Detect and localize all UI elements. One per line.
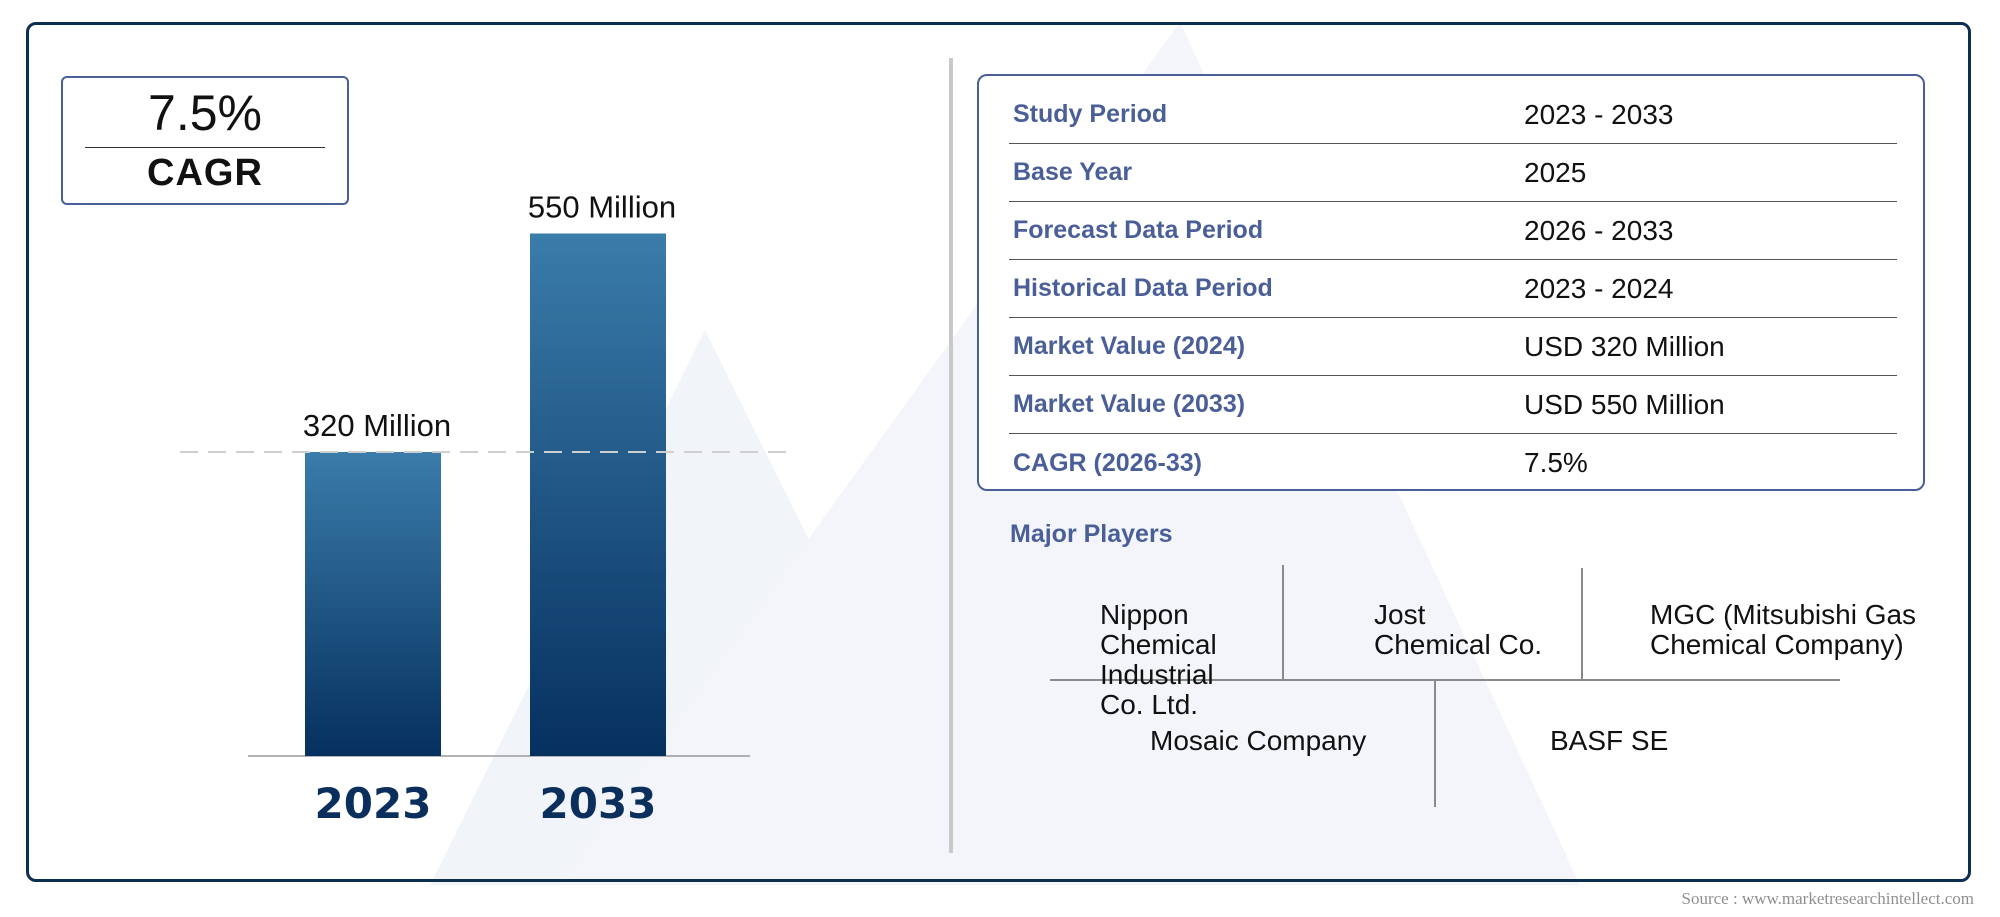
bar-value-label: 550 Million: [528, 190, 676, 225]
cagr-box: 7.5% CAGR: [61, 76, 349, 205]
info-key: Base Year: [1013, 158, 1133, 186]
info-value: USD 550 Million: [1524, 388, 1725, 420]
player-name: Jost Chemical Co.: [1374, 599, 1543, 660]
bar-2033: [530, 233, 666, 756]
bar-chart: 320 Million 2023 550 Million 2033: [180, 190, 790, 828]
info-key: Market Value (2033): [1013, 390, 1246, 418]
player-name: MGC (Mitsubishi Gas Chemical Company): [1650, 599, 1917, 660]
info-table-box: Study Period 2023 - 2033 Base Year 2025 Fore…: [977, 74, 1925, 491]
info-row: Base Year 2025: [1009, 144, 1897, 202]
player-name: Mosaic Company: [1150, 725, 1367, 756]
info-value: USD 320 Million: [1524, 330, 1725, 362]
info-row: Market Value (2024) USD 320 Million: [1009, 318, 1897, 376]
source-note: Source : www.marketresearchintellect.com: [1681, 889, 1975, 908]
category-label: 2023: [315, 779, 432, 828]
info-key: Study Period: [1013, 100, 1168, 128]
info-key: Forecast Data Period: [1013, 216, 1264, 244]
cagr-label: CAGR: [147, 152, 263, 194]
info-key: CAGR (2026-33): [1013, 448, 1202, 477]
info-table: Study Period 2023 - 2033 Base Year 2025 Fore…: [1009, 86, 1897, 492]
players-divider-2: [1581, 568, 1583, 679]
players-divider-1: [1282, 565, 1284, 679]
player-name: Nippon Chemical Industrial Co. Ltd.: [1100, 599, 1217, 720]
category-label: 2033: [540, 779, 657, 828]
players-divider-horizontal: [1050, 679, 1840, 681]
info-value: 2026 - 2033: [1524, 214, 1674, 246]
players-divider-3: [1434, 679, 1436, 807]
section-divider: [949, 58, 953, 853]
info-row: Study Period 2023 - 2033: [1009, 86, 1897, 144]
bar-value-label: 320 Million: [303, 408, 451, 443]
player-name: BASF SE: [1550, 725, 1669, 756]
cagr-divider: [85, 147, 325, 148]
info-row: CAGR (2026-33) 7.5%: [1009, 434, 1897, 492]
infographic-frame: [26, 22, 1971, 882]
info-value: 2023 - 2033: [1524, 98, 1674, 130]
info-key: Market Value (2024): [1013, 332, 1246, 360]
info-row: Historical Data Period 2023 - 2024: [1009, 260, 1897, 318]
bar-2023: [305, 452, 441, 756]
cagr-value: 7.5%: [148, 85, 262, 141]
info-key: Historical Data Period: [1013, 274, 1273, 302]
info-value: 7.5%: [1524, 447, 1588, 478]
info-value: 2023 - 2024: [1524, 272, 1674, 304]
info-row: Forecast Data Period 2026 - 2033: [1009, 202, 1897, 260]
info-row: Market Value (2033) USD 550 Million: [1009, 376, 1897, 434]
info-value: 2025: [1524, 156, 1587, 188]
major-players-title: Major Players: [1010, 520, 1173, 548]
